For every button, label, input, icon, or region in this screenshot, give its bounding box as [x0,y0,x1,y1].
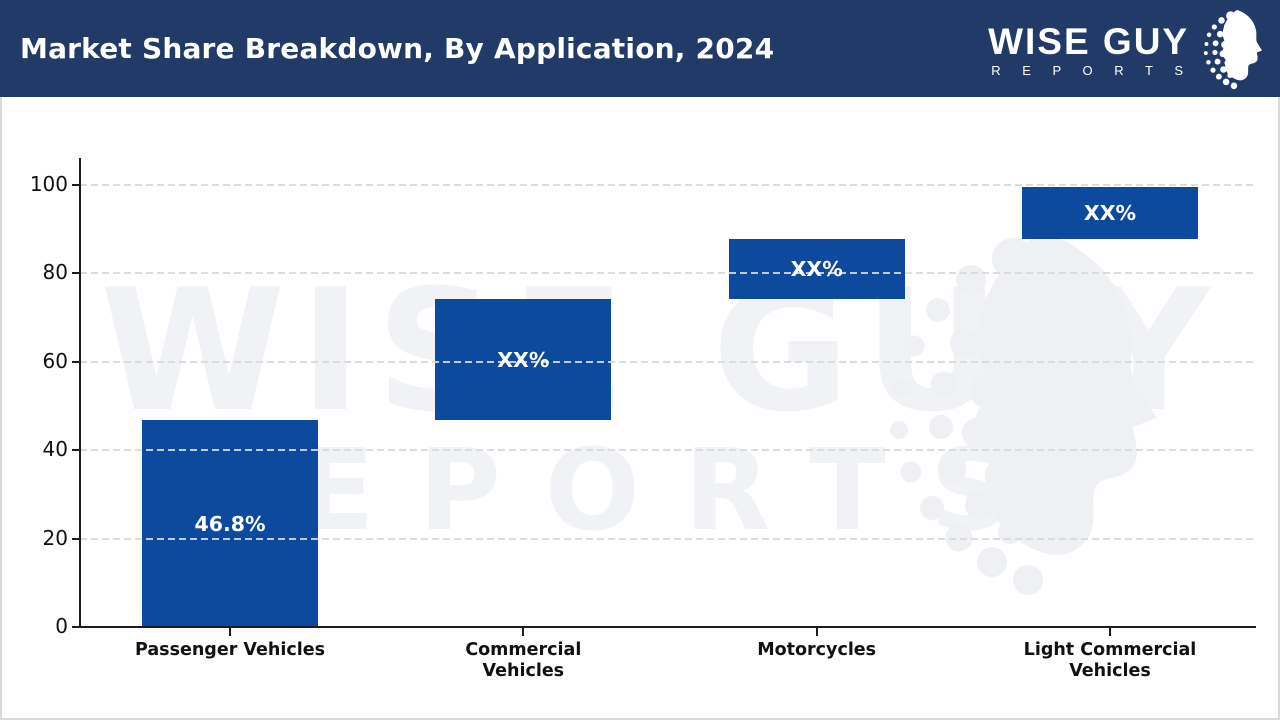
x-category-label: Passenger Vehicles [134,640,325,660]
x-axis-tick [1108,628,1111,636]
y-axis-tick [72,184,79,186]
x-category-label: Light Commercial Vehicles [1023,640,1197,681]
y-tick-label: 0 [55,614,68,638]
gridline [80,537,1255,540]
y-tick-label: 20 [42,525,68,550]
page-border-bottom [0,718,1280,720]
gridline [80,449,1255,452]
logo-subtitle: R E P O R T S [991,63,1192,78]
x-axis-tick [815,628,818,636]
y-tick-label: 80 [42,260,68,285]
logo-wordmark: WISE GUY R E P O R T S [985,23,1192,77]
head-profile-icon [1203,9,1263,89]
y-tick-label: 40 [42,437,68,462]
x-axis-line [79,626,1256,628]
gridline [80,184,1255,186]
x-axis-tick [229,628,231,636]
bar [435,299,612,421]
page-border-left [0,97,2,720]
logo-name: WISE GUY [988,21,1190,62]
bar-value-label: 46.8% [194,511,266,536]
bar [1021,187,1198,239]
y-axis-tick [72,626,79,628]
x-category-label: Motorcycles [757,640,877,660]
bar-value-label: XX% [497,347,550,372]
bar-value-label: XX% [790,256,843,281]
y-axis-line [79,158,81,628]
bar [728,238,905,300]
y-axis-tick [72,449,79,452]
header-bar: Market Share Breakdown, By Application, … [0,0,1280,97]
y-tick-label: 60 [42,348,68,373]
y-tick-label: 100 [29,172,68,196]
page-border-right [1278,97,1280,720]
bar [142,420,318,627]
bar-value-label: XX% [1083,201,1137,226]
y-axis-tick [72,272,79,275]
y-axis-tick [72,360,79,363]
wiseguy-logo: WISE GUY R E P O R T S [985,4,1266,96]
x-category-label: Commercial Vehicles [465,640,582,681]
y-axis-tick [72,537,79,540]
watermark-head-icon [890,232,1157,595]
chart-title: Market Share Breakdown, By Application, … [20,32,775,65]
x-axis-tick [522,628,525,636]
gridline [80,272,1255,275]
gridline [80,360,1255,363]
